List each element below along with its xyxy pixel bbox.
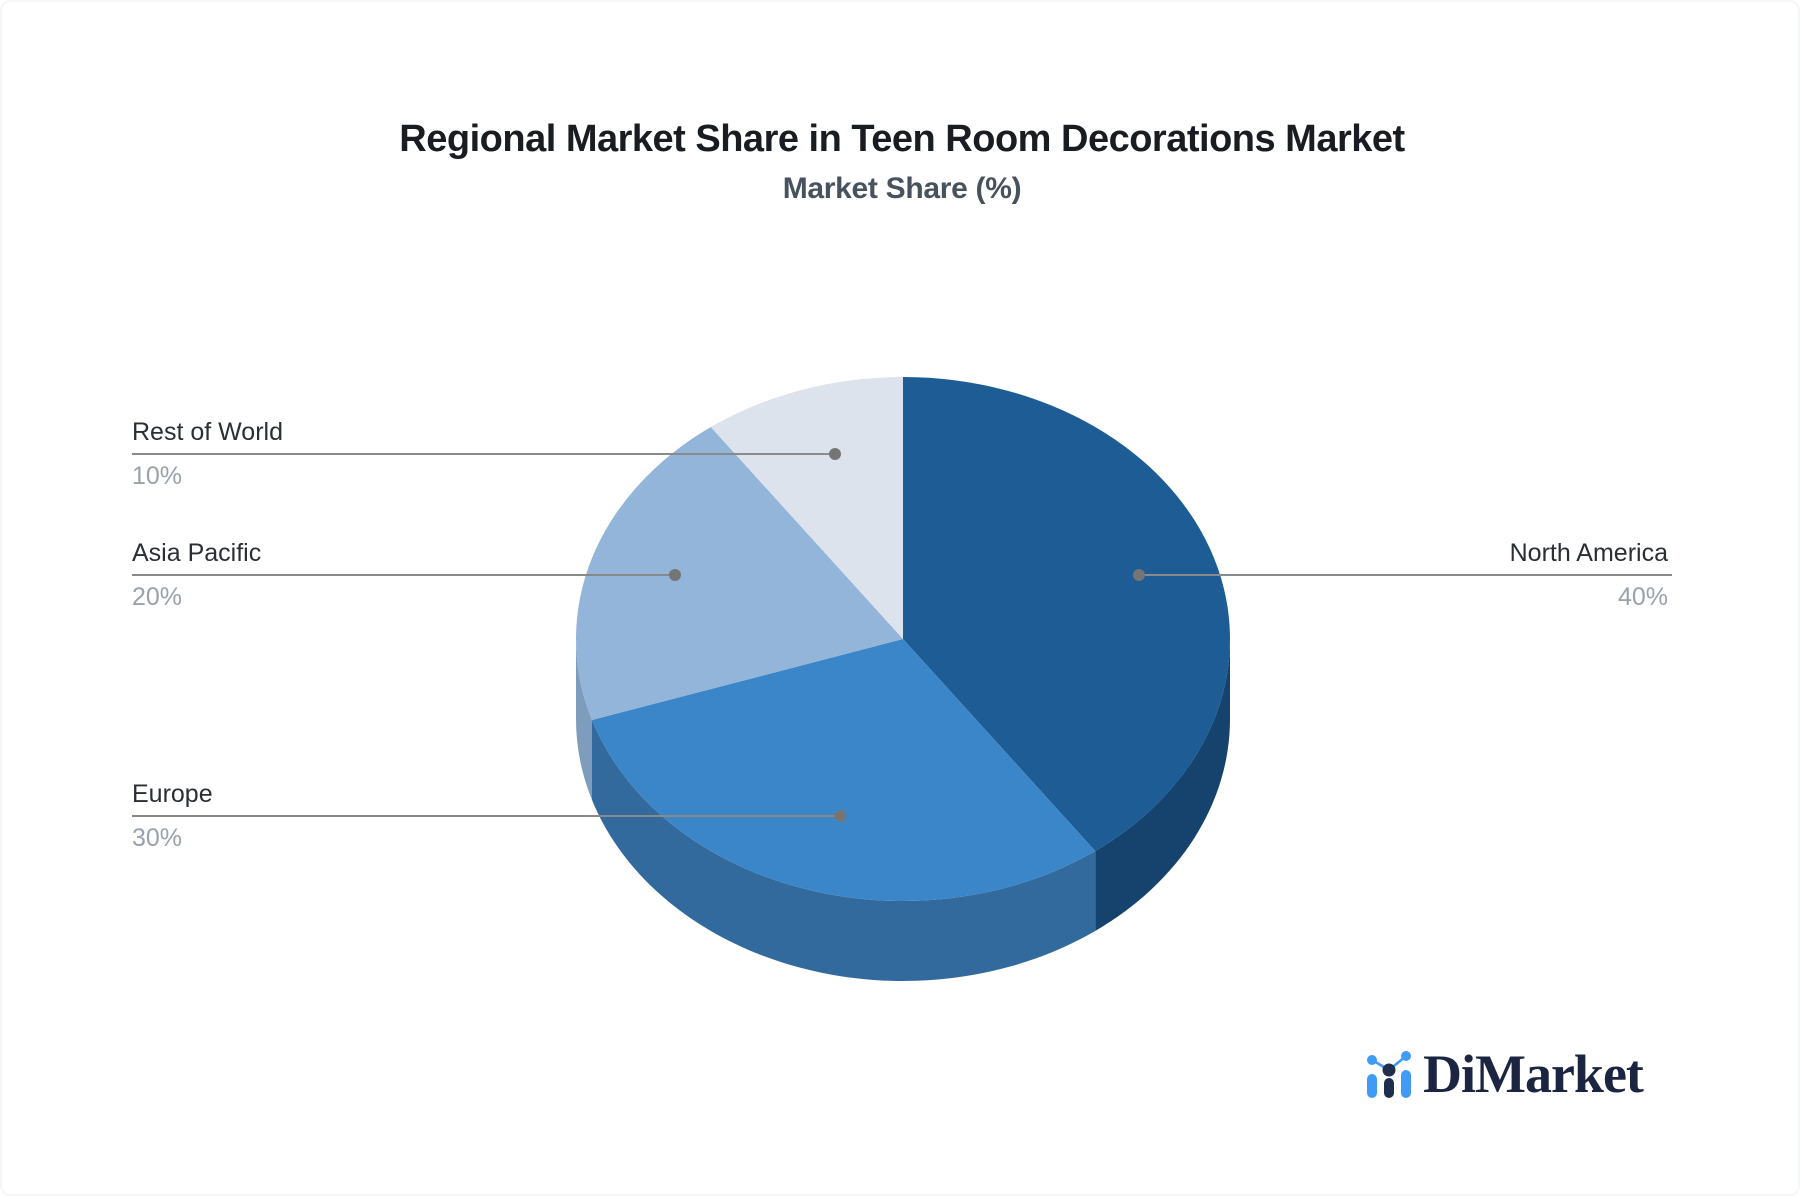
callout-rest-of-world-value: 10% [132,461,182,491]
callout-europe-value: 30% [132,823,182,853]
pie-rim-north-america [1095,639,1230,931]
slice-value: 30% [132,824,183,852]
leader-dot-rest-of-world [829,448,841,460]
callout-north-america: North America [1510,538,1668,568]
slice-label: Asia Pacific [132,539,262,567]
slice-value: 40% [1617,583,1668,611]
brand-logo: DiMarket [1358,1038,1644,1110]
slice-label: Europe [132,780,213,808]
chart-subtitle: Market Share (%) [782,172,1022,205]
slice-label: Rest of World [132,418,283,446]
callout-europe: Europe [132,779,213,809]
chart-title: Regional Market Share in Teen Room Decor… [399,118,1405,160]
slice-value: 20% [132,583,183,611]
brand-name: DiMarket [1423,1044,1644,1104]
callout-north-america-value: 40% [1618,582,1668,612]
pie-slice-europe [592,639,1096,902]
callout-rest-of-world: Rest of World [132,417,283,447]
leader-dot-asia-pacific [669,569,681,581]
pie-rim-europe [592,719,1096,981]
callout-asia-pacific: Asia Pacific [132,538,261,568]
slice-value: 10% [132,462,183,490]
bar-line-chart-icon [1367,1051,1411,1098]
callout-asia-pacific-value: 20% [132,582,182,612]
pie-slice-north-america [903,377,1231,851]
pie-slice-rest-of-world [710,377,903,639]
slice-label: North America [1509,539,1668,567]
pie-rim-asia-pacific [576,639,593,800]
leader-dot-europe [834,810,846,822]
leader-dot-north-america [1133,569,1145,581]
pie-slice-asia-pacific [576,427,903,720]
